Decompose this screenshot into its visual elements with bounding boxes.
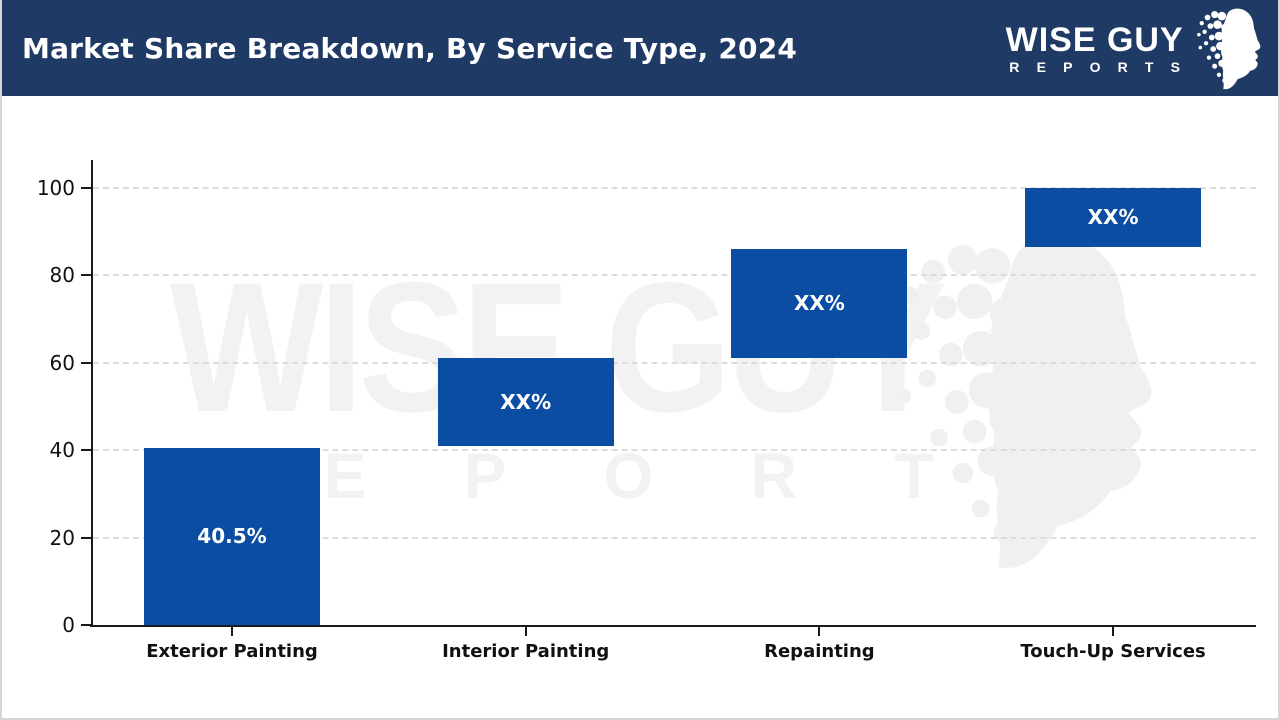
bar-value-label: XX%: [500, 389, 552, 414]
gridline-y40: [93, 449, 1256, 451]
chart-area: WISE GUY R E P O R T S 0 20 40 60 80 100 40.5%…: [2, 96, 1278, 717]
gridline-y80: [93, 274, 1256, 276]
x-tick-label: Exterior Painting: [146, 641, 318, 662]
y-tickmark: [81, 361, 91, 364]
header: Market Share Breakdown, By Service Type,…: [2, 0, 1278, 96]
x-tickmark: [231, 627, 233, 636]
y-tickmark: [81, 449, 91, 451]
x-axis-line: [90, 625, 1256, 627]
y-tickmark: [81, 186, 91, 189]
chart-title: Market Share Breakdown, By Service Type,…: [22, 31, 798, 65]
wiseguy-logo: WISE GUY R E P O R T S: [1001, 6, 1266, 92]
bar-value-label: XX%: [1087, 205, 1139, 230]
logo-text: WISE GUY R E P O R T S: [1001, 20, 1188, 76]
y-tickmark: [81, 536, 91, 539]
gridline-y100: [93, 186, 1256, 189]
y-tick-label: 0: [62, 613, 75, 637]
logo-face-icon: [1197, 8, 1261, 90]
x-tickmark: [818, 627, 821, 636]
x-tick-label: Repainting: [764, 641, 875, 662]
gridline-y60: [93, 361, 1256, 364]
bar-value-label: 40.5%: [197, 524, 267, 549]
y-tickmark: [81, 624, 91, 626]
bar-touch-up-services: XX%: [1025, 187, 1202, 247]
y-tick-label: 20: [49, 525, 75, 550]
x-tickmark: [1112, 627, 1115, 636]
bar-repainting: XX%: [731, 248, 908, 359]
bar-interior-painting: XX%: [437, 358, 614, 446]
y-tickmark: [81, 274, 91, 276]
y-tick-label: 80: [49, 263, 75, 287]
y-tick-label: 100: [36, 175, 75, 200]
x-tickmark: [524, 627, 527, 636]
gridline-y20: [93, 536, 1256, 539]
y-axis-line: [91, 160, 93, 627]
bar-value-label: XX%: [793, 291, 845, 316]
plot-area: 0 20 40 60 80 100 40.5% Exterior Painting XX% Int…: [2, 96, 1278, 717]
bar-exterior-painting: 40.5%: [144, 447, 320, 625]
y-tick-label: 60: [49, 350, 75, 375]
x-tick-label: Touch-Up Services: [1020, 641, 1206, 662]
logo-subtitle: R E P O R T S: [1009, 59, 1188, 76]
x-tick-label: Interior Painting: [442, 641, 610, 662]
logo-wordmark: WISE GUY: [1005, 20, 1184, 59]
y-tick-label: 40: [49, 438, 75, 462]
